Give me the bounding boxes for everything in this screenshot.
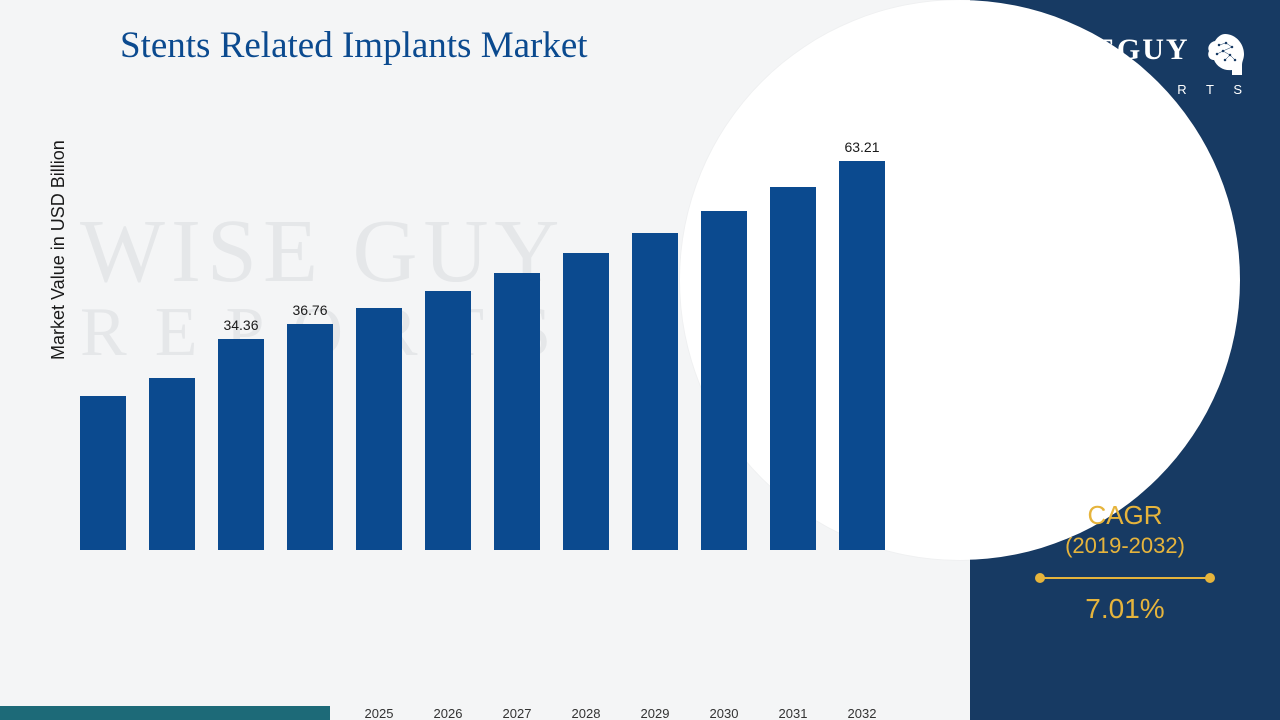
bar — [563, 253, 609, 550]
bar — [218, 339, 264, 550]
logo-sub: R E P O R T S — [1031, 82, 1251, 97]
footer-accent-bar — [0, 706, 330, 720]
bar-value-label: 63.21 — [832, 139, 892, 155]
bar — [701, 211, 747, 550]
cagr-divider — [1040, 577, 1210, 579]
bar — [356, 308, 402, 550]
bar — [287, 324, 333, 550]
bar-chart: 34.3636.7663.21 201820192023202420252026… — [80, 150, 910, 580]
cagr-label: CAGR — [970, 500, 1280, 531]
cagr-block: CAGR (2019-2032) 7.01% — [970, 500, 1280, 625]
bar — [839, 161, 885, 550]
head-icon — [1200, 30, 1250, 80]
cagr-period: (2019-2032) — [970, 533, 1280, 559]
plot-area: 34.3636.7663.21 — [80, 150, 910, 550]
bar — [770, 187, 816, 550]
bar — [149, 378, 195, 550]
bar-value-label: 36.76 — [280, 302, 340, 318]
y-axis-label: Market Value in USD Billion — [48, 140, 69, 360]
bar — [494, 273, 540, 550]
report-canvas: WISEGUY R E P O R T S WISE GUY REPORTS S… — [0, 0, 1280, 720]
cagr-value: 7.01% — [970, 593, 1280, 625]
bar-value-label: 34.36 — [211, 317, 271, 333]
bar — [425, 291, 471, 550]
bar — [632, 233, 678, 550]
chart-title: Stents Related Implants Market — [120, 24, 588, 67]
bar — [80, 396, 126, 550]
logo-main: WISEGUY — [1031, 33, 1190, 66]
brand-logo: WISEGUY R E P O R T S — [1031, 30, 1251, 97]
